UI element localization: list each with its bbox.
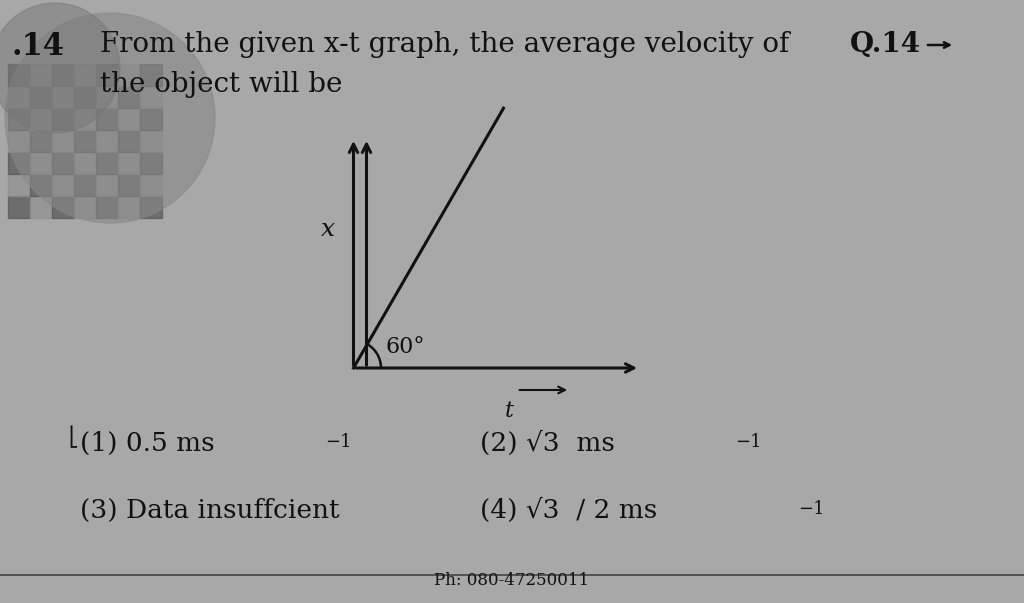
Circle shape (0, 3, 120, 133)
Bar (96, 86, 118, 108)
Bar (52, 196, 74, 218)
Bar (8, 108, 30, 130)
Text: From the given x-t graph, the average velocity of: From the given x-t graph, the average ve… (100, 31, 790, 58)
Text: the object will be: the object will be (100, 71, 342, 98)
Text: (4) √3  / 2 ms: (4) √3 / 2 ms (480, 498, 657, 523)
Bar (140, 196, 162, 218)
Bar (30, 196, 52, 218)
Bar (30, 64, 52, 86)
Bar (30, 174, 52, 196)
Bar (74, 130, 96, 152)
Bar (74, 86, 96, 108)
Circle shape (5, 13, 215, 223)
Bar (118, 64, 140, 86)
Text: (2) √3  ms: (2) √3 ms (480, 431, 614, 456)
Text: Ph: 080-47250011: Ph: 080-47250011 (434, 572, 590, 589)
Text: −1: −1 (798, 500, 824, 518)
Bar (8, 64, 30, 86)
Bar (74, 64, 96, 86)
Bar (74, 196, 96, 218)
Bar (140, 86, 162, 108)
Bar (118, 108, 140, 130)
Bar (8, 196, 30, 218)
Bar (8, 86, 30, 108)
Text: −1: −1 (735, 433, 762, 451)
Text: 60°: 60° (385, 336, 425, 358)
Text: ⎣: ⎣ (68, 426, 78, 449)
Bar (140, 174, 162, 196)
Bar (96, 196, 118, 218)
Bar (96, 152, 118, 174)
Bar (118, 86, 140, 108)
Bar (96, 130, 118, 152)
Bar (118, 152, 140, 174)
Bar (52, 108, 74, 130)
Text: −1: −1 (325, 433, 351, 451)
Bar (140, 152, 162, 174)
Bar (96, 174, 118, 196)
Bar (74, 108, 96, 130)
Bar (140, 130, 162, 152)
Bar (74, 152, 96, 174)
Text: x: x (322, 218, 336, 241)
Bar (118, 130, 140, 152)
Bar (52, 86, 74, 108)
Bar (52, 152, 74, 174)
Text: t: t (505, 400, 514, 422)
Bar (140, 108, 162, 130)
Bar (8, 130, 30, 152)
Bar (74, 174, 96, 196)
Bar (52, 64, 74, 86)
Bar (8, 152, 30, 174)
Bar (30, 108, 52, 130)
Bar (96, 64, 118, 86)
Bar (30, 152, 52, 174)
Bar (118, 174, 140, 196)
Bar (30, 130, 52, 152)
Bar (118, 196, 140, 218)
Bar (8, 174, 30, 196)
Text: Q.14: Q.14 (850, 31, 921, 58)
Text: (1) 0.5 ms: (1) 0.5 ms (80, 431, 215, 456)
Bar (140, 64, 162, 86)
Bar (52, 174, 74, 196)
Bar (30, 86, 52, 108)
Text: .14: .14 (12, 31, 65, 62)
Bar (96, 108, 118, 130)
Text: (3) Data insuffcient: (3) Data insuffcient (80, 498, 340, 523)
Bar (52, 130, 74, 152)
